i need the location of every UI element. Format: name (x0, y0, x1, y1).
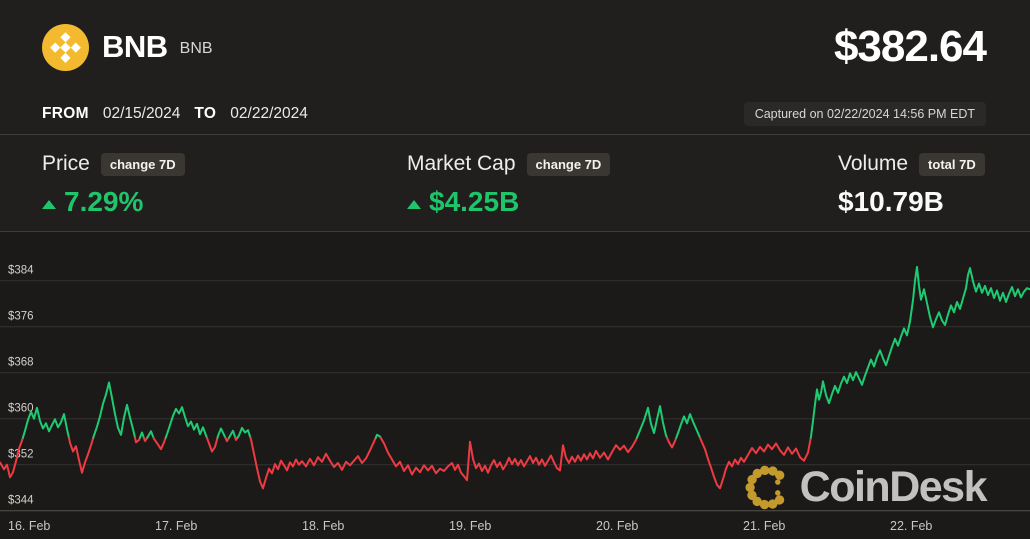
stat-market-cap-badge: change 7D (526, 152, 611, 176)
svg-text:22. Feb: 22. Feb (890, 519, 932, 533)
coin-identity: BNB BNB (42, 23, 213, 71)
coindesk-watermark: CoinDesk (744, 463, 988, 511)
up-arrow-icon (407, 199, 421, 209)
date-range: FROM 02/15/2024 TO 02/22/2024 (42, 105, 308, 123)
svg-text:20. Feb: 20. Feb (596, 519, 638, 533)
svg-text:$352: $352 (8, 449, 34, 461)
svg-text:$376: $376 (8, 311, 34, 323)
stat-volume-value: $10.79B (838, 186, 944, 217)
stat-volume: Volume total 7D $10.79B (838, 152, 985, 218)
svg-text:19. Feb: 19. Feb (449, 519, 491, 533)
stat-price-badge: change 7D (100, 152, 185, 176)
stat-price-label: Price (42, 152, 90, 175)
to-date: 02/22/2024 (230, 105, 308, 122)
coin-ticker: BNB (179, 39, 213, 57)
to-label: TO (194, 105, 217, 122)
from-label: FROM (42, 105, 89, 122)
svg-text:$384: $384 (8, 265, 34, 277)
stat-market-cap-label: Market Cap (407, 152, 516, 175)
header: BNB BNB $382.64 (0, 0, 1030, 94)
svg-text:17. Feb: 17. Feb (155, 519, 197, 533)
stats-row: Price change 7D 7.29% Market Cap change … (0, 134, 1030, 232)
svg-text:18. Feb: 18. Feb (302, 519, 344, 533)
coindesk-wordmark: CoinDesk (799, 463, 988, 511)
up-arrow-icon (42, 199, 56, 209)
svg-text:$344: $344 (8, 495, 34, 507)
svg-text:21. Feb: 21. Feb (743, 519, 785, 533)
current-price: $382.64 (833, 22, 987, 71)
svg-text:$368: $368 (8, 357, 34, 369)
coindesk-icon (745, 465, 785, 510)
stat-market-cap-value: $4.25B (429, 186, 520, 217)
stat-price-value: 7.29% (64, 186, 144, 217)
date-range-row: FROM 02/15/2024 TO 02/22/2024 Captured o… (0, 94, 1030, 134)
from-date: 02/15/2024 (102, 105, 181, 122)
svg-text:16. Feb: 16. Feb (8, 519, 50, 533)
coin-name: BNB (102, 29, 168, 64)
price-chart: $384 $376 $368 $360 $352 $344 16. Feb 17. Feb 18… (0, 265, 1030, 533)
bnb-logo-icon (42, 23, 89, 71)
stat-price: Price change 7D 7.29% (42, 152, 185, 218)
captured-timestamp-badge: Captured on 02/22/2024 14:56 PM EDT (743, 102, 986, 126)
stat-market-cap: Market Cap change 7D $4.25B (407, 152, 611, 218)
svg-text:$360: $360 (8, 403, 34, 415)
stat-volume-label: Volume (838, 152, 909, 175)
stat-volume-badge: total 7D (919, 152, 985, 176)
price-chart-section: $384 $376 $368 $360 $352 $344 16. Feb 17. Feb 18… (0, 232, 1030, 539)
